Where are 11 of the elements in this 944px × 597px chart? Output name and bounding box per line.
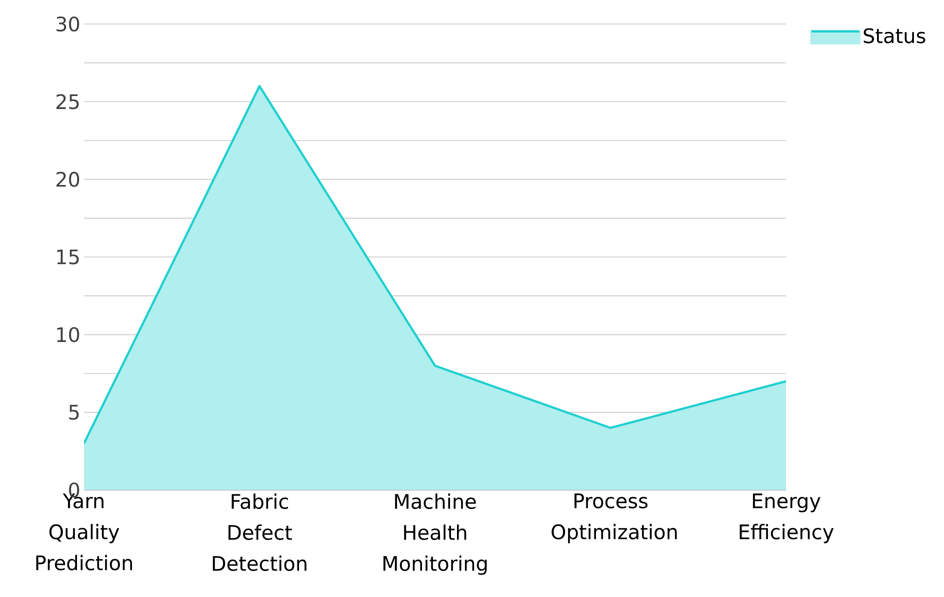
legend-label: Status <box>864 28 926 44</box>
x-tick-label: Process Optimization <box>552 494 677 544</box>
x-tick-label: Machine Health Monitoring <box>383 494 487 575</box>
y-tick-label: 25 <box>56 94 79 110</box>
y-tick-label: 10 <box>57 327 80 342</box>
x-tick-label: Energy Efficiency <box>740 494 834 544</box>
y-tick-label: 15 <box>57 250 79 264</box>
x-tick-label: Fabric Defect Detection <box>212 494 306 572</box>
y-tick-label: 5 <box>69 404 79 420</box>
y-tick-label: 30 <box>56 16 80 32</box>
y-tick-label: 20 <box>56 172 80 187</box>
